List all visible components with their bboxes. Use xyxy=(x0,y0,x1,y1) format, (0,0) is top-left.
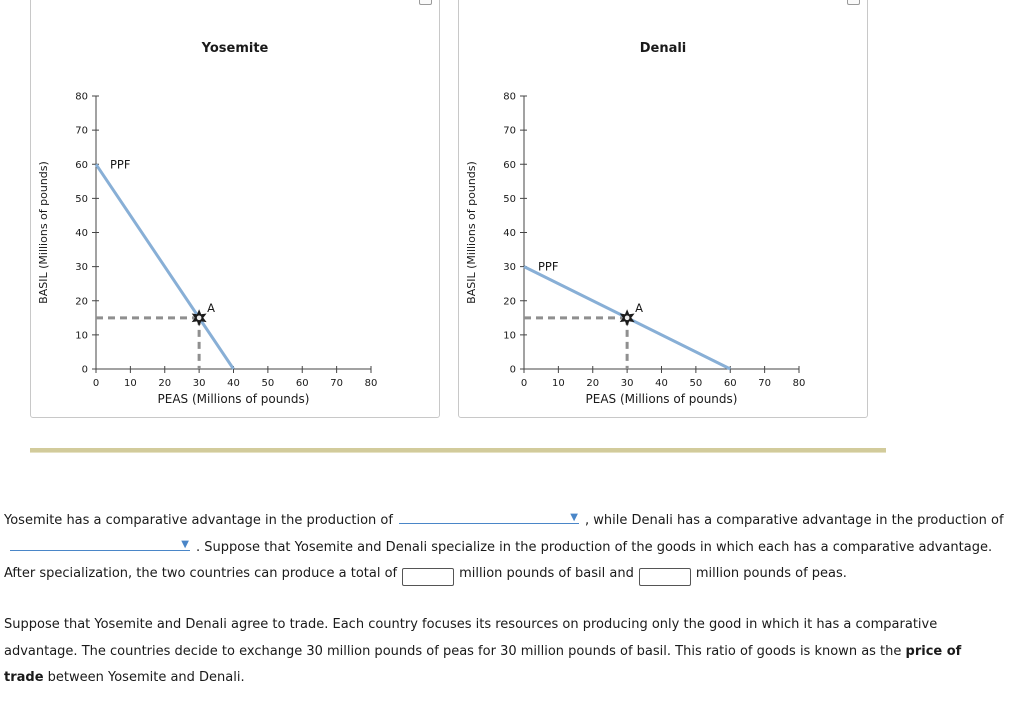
y-tick-label: 30 xyxy=(75,262,88,273)
peas-total-input[interactable] xyxy=(638,568,691,586)
y-tick-label: 20 xyxy=(75,296,88,307)
x-axis-title: PEAS (Millions of pounds) xyxy=(158,392,310,406)
ppf-label: PPF xyxy=(538,260,558,274)
x-tick-label: 0 xyxy=(93,378,99,389)
yosemite-advantage-dropdown[interactable]: ▼ xyxy=(398,507,579,524)
question-segment-2: , while Denali has a comparative advanta… xyxy=(584,513,1004,528)
y-axis-title: BASIL (Millions of pounds) xyxy=(37,161,50,304)
y-tick-label: 30 xyxy=(503,262,516,273)
yosemite-chart-panel: Yosemite 0 10 20 30 40 50 60 70 80 0 10 20 30 40 50 60 7… xyxy=(30,0,440,418)
chevron-down-icon: ▼ xyxy=(570,512,578,523)
x-tick-label: 40 xyxy=(227,378,240,389)
y-tick-label: 10 xyxy=(75,330,88,341)
x-tick-label: 20 xyxy=(158,378,171,389)
y-tick-label: 20 xyxy=(503,296,516,307)
x-axis-title: PEAS (Millions of pounds) xyxy=(586,392,738,406)
question-segment-5: million pounds of peas. xyxy=(695,566,847,581)
basil-total-input[interactable] xyxy=(402,568,455,586)
y-tick-label: 70 xyxy=(75,126,88,137)
section-divider xyxy=(30,448,886,453)
denali-chart-panel: Denali 0 10 20 30 40 50 60 70 80 0 10 20 30 40 50 60 70 8… xyxy=(458,0,868,418)
panel-help-icon[interactable] xyxy=(419,0,432,5)
y-tick-label: 40 xyxy=(503,228,516,239)
x-tick-label: 80 xyxy=(793,378,806,389)
x-tick-label: 70 xyxy=(758,378,771,389)
trade-paragraph-bold: price of trade xyxy=(4,643,962,686)
y-axis-title: BASIL (Millions of pounds) xyxy=(465,161,478,304)
y-tick-label: 80 xyxy=(503,92,516,103)
panel-help-icon[interactable] xyxy=(847,0,860,5)
point-label: A xyxy=(207,301,215,315)
y-tick-label: 0 xyxy=(510,365,516,376)
y-tick-label: 50 xyxy=(75,194,88,205)
ppf-label: PPF xyxy=(110,157,130,171)
x-tick-label: 40 xyxy=(655,378,668,389)
x-tick-label: 60 xyxy=(296,378,309,389)
question-segment-1: Yosemite has a comparative advantage in … xyxy=(4,513,393,528)
y-tick-label: 60 xyxy=(503,160,516,171)
y-tick-label: 10 xyxy=(503,330,516,341)
y-tick-label: 0 xyxy=(82,365,88,376)
y-tick-label: 70 xyxy=(503,126,516,137)
trade-paragraph-text-2: between Yosemite and Denali. xyxy=(43,670,245,685)
ppf-line xyxy=(94,163,235,370)
chevron-down-icon: ▼ xyxy=(181,539,189,550)
question-text-block: Yosemite has a comparative advantage in … xyxy=(4,507,1020,587)
x-tick-label: 10 xyxy=(552,378,565,389)
yosemite-ppf-chart: 0 10 20 30 40 50 60 70 80 0 10 20 30 40 50 60 70 80 PPF A PE… xyxy=(37,92,378,407)
x-tick-label: 70 xyxy=(330,378,343,389)
x-tick-label: 30 xyxy=(193,378,206,389)
x-tick-label: 80 xyxy=(365,378,378,389)
question-segment-4: million pounds of basil and xyxy=(459,566,634,581)
point-label: A xyxy=(635,301,643,315)
trade-paragraph-text-1: Suppose that Yosemite and Denali agree t… xyxy=(4,617,938,659)
denali-ppf-chart: 0 10 20 30 40 50 60 70 80 0 10 20 30 40 50 60 70 80 PPF A PE… xyxy=(465,92,806,407)
chart-title-denali: Denali xyxy=(639,41,687,56)
x-tick-label: 50 xyxy=(690,378,703,389)
x-tick-label: 60 xyxy=(724,378,737,389)
chart-title-yosemite: Yosemite xyxy=(201,41,269,56)
x-tick-label: 10 xyxy=(124,378,137,389)
y-tick-label: 50 xyxy=(503,194,516,205)
x-tick-label: 50 xyxy=(262,378,275,389)
y-tick-label: 60 xyxy=(75,160,88,171)
y-tick-label: 40 xyxy=(75,228,88,239)
denali-advantage-dropdown[interactable]: ▼ xyxy=(10,534,190,551)
x-tick-label: 0 xyxy=(521,378,527,389)
y-tick-label: 80 xyxy=(75,92,88,103)
question-segment-3: . Suppose that Yosemite and Denali speci… xyxy=(4,540,993,581)
x-tick-label: 20 xyxy=(586,378,599,389)
trade-paragraph: Suppose that Yosemite and Denali agree t… xyxy=(4,612,972,692)
x-tick-label: 30 xyxy=(621,378,634,389)
